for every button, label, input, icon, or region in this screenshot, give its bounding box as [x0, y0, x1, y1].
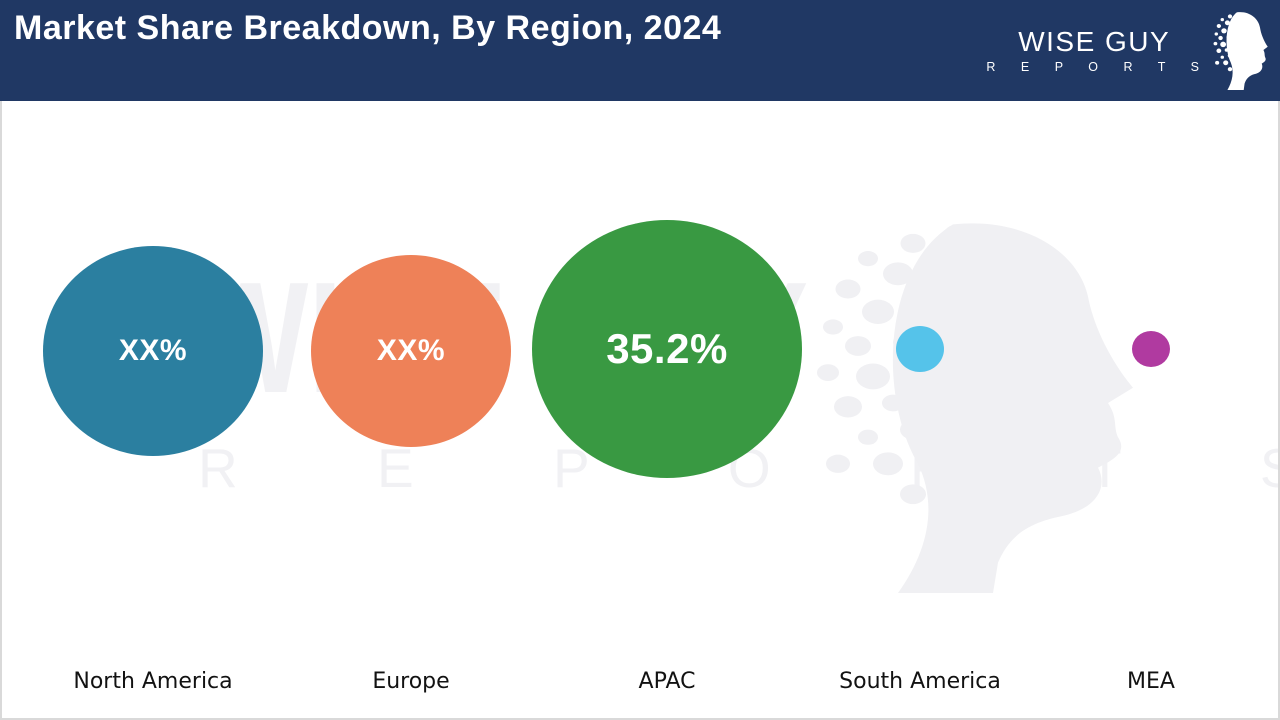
- category-label-south-america: South America: [839, 669, 1001, 694]
- watermark-head-icon: [817, 223, 1133, 593]
- logo-text-block: WISE GUY R E P O R T S: [978, 25, 1210, 74]
- header-bar: Market Share Breakdown, By Region, 2024 …: [0, 0, 1280, 101]
- category-label-apac: APAC: [638, 669, 696, 694]
- bubble-value-north-america: XX%: [118, 334, 188, 367]
- bubble-north-america[interactable]: XX%: [43, 246, 263, 456]
- category-label-north-america: North America: [73, 669, 233, 694]
- logo-brand-text: WISE GUY: [1018, 25, 1171, 57]
- bubble-value-apac: 35.2%: [606, 325, 728, 372]
- page-title: Market Share Breakdown, By Region, 2024: [14, 9, 722, 47]
- logo-reports-text: R E P O R T S: [986, 59, 1210, 74]
- wiseguy-logo: WISE GUY R E P O R T S: [978, 10, 1272, 90]
- bubble-mea[interactable]: [1132, 331, 1170, 367]
- bubble-apac[interactable]: 35.2%: [532, 220, 802, 478]
- bubble-south-america[interactable]: [896, 326, 944, 372]
- category-label-europe: Europe: [372, 669, 450, 694]
- bubble-value-europe: XX%: [376, 334, 446, 367]
- category-label-mea: MEA: [1127, 669, 1175, 694]
- bubble-europe[interactable]: XX%: [311, 255, 511, 447]
- wiseguy-head-icon: [1213, 12, 1268, 90]
